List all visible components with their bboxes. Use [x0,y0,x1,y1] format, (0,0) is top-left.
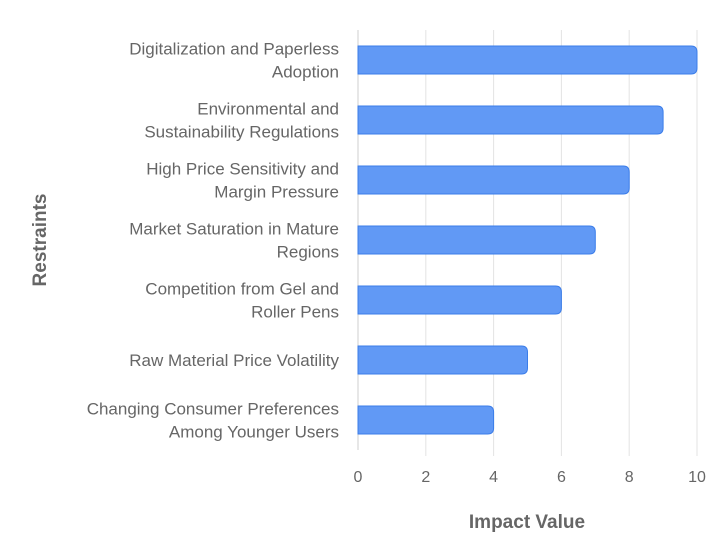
x-tick-label: 10 [688,469,706,486]
x-tick-label: 2 [421,469,430,486]
category-label: Raw Material Price Volatility [129,351,339,370]
x-tick-label: 6 [557,469,566,486]
bar [357,405,495,435]
category-label: Changing Consumer Preferences Among Young… [87,400,339,442]
category-labels: Digitalization and Paperless Adoption Envi… [87,40,340,442]
category-label-line: Raw Material Price Volatility [129,351,339,370]
category-label-line: Competition from Gel and [145,280,339,299]
category-label: Market Saturation in Mature Regions [129,220,339,262]
category-label-line: Environmental and [197,100,339,119]
category-label-line: Regions [277,243,339,262]
x-axis-title: Impact Value [469,512,585,533]
bar [357,165,630,195]
category-label: Environmental and Sustainability Regulati… [144,100,339,142]
category-label-line: Changing Consumer Preferences [87,400,339,419]
category-label-line: Sustainability Regulations [144,123,339,142]
category-label-line: Market Saturation in Mature [129,220,339,239]
y-axis-title: Restraints [30,194,51,287]
category-label-line: Margin Pressure [214,183,339,202]
x-tick-label: 0 [354,469,363,486]
bar [357,45,698,75]
category-label: High Price Sensitivity and Margin Pressur… [146,160,339,202]
bars [357,45,698,435]
category-label-line: High Price Sensitivity and [146,160,339,179]
bar [357,345,528,375]
bar [357,105,664,135]
category-label: Digitalization and Paperless Adoption [129,40,339,82]
category-label-line: Digitalization and Paperless [129,40,339,59]
x-tick-label: 4 [489,469,498,486]
category-label-line: Adoption [272,63,339,82]
bar [357,225,596,255]
category-label: Competition from Gel and Roller Pens [145,280,339,322]
category-label-line: Roller Pens [251,303,339,322]
x-tick-labels: 0 2 4 6 8 10 [354,469,706,486]
category-label-line: Among Younger Users [169,423,339,442]
bar [357,285,562,315]
x-tick-label: 8 [625,469,634,486]
